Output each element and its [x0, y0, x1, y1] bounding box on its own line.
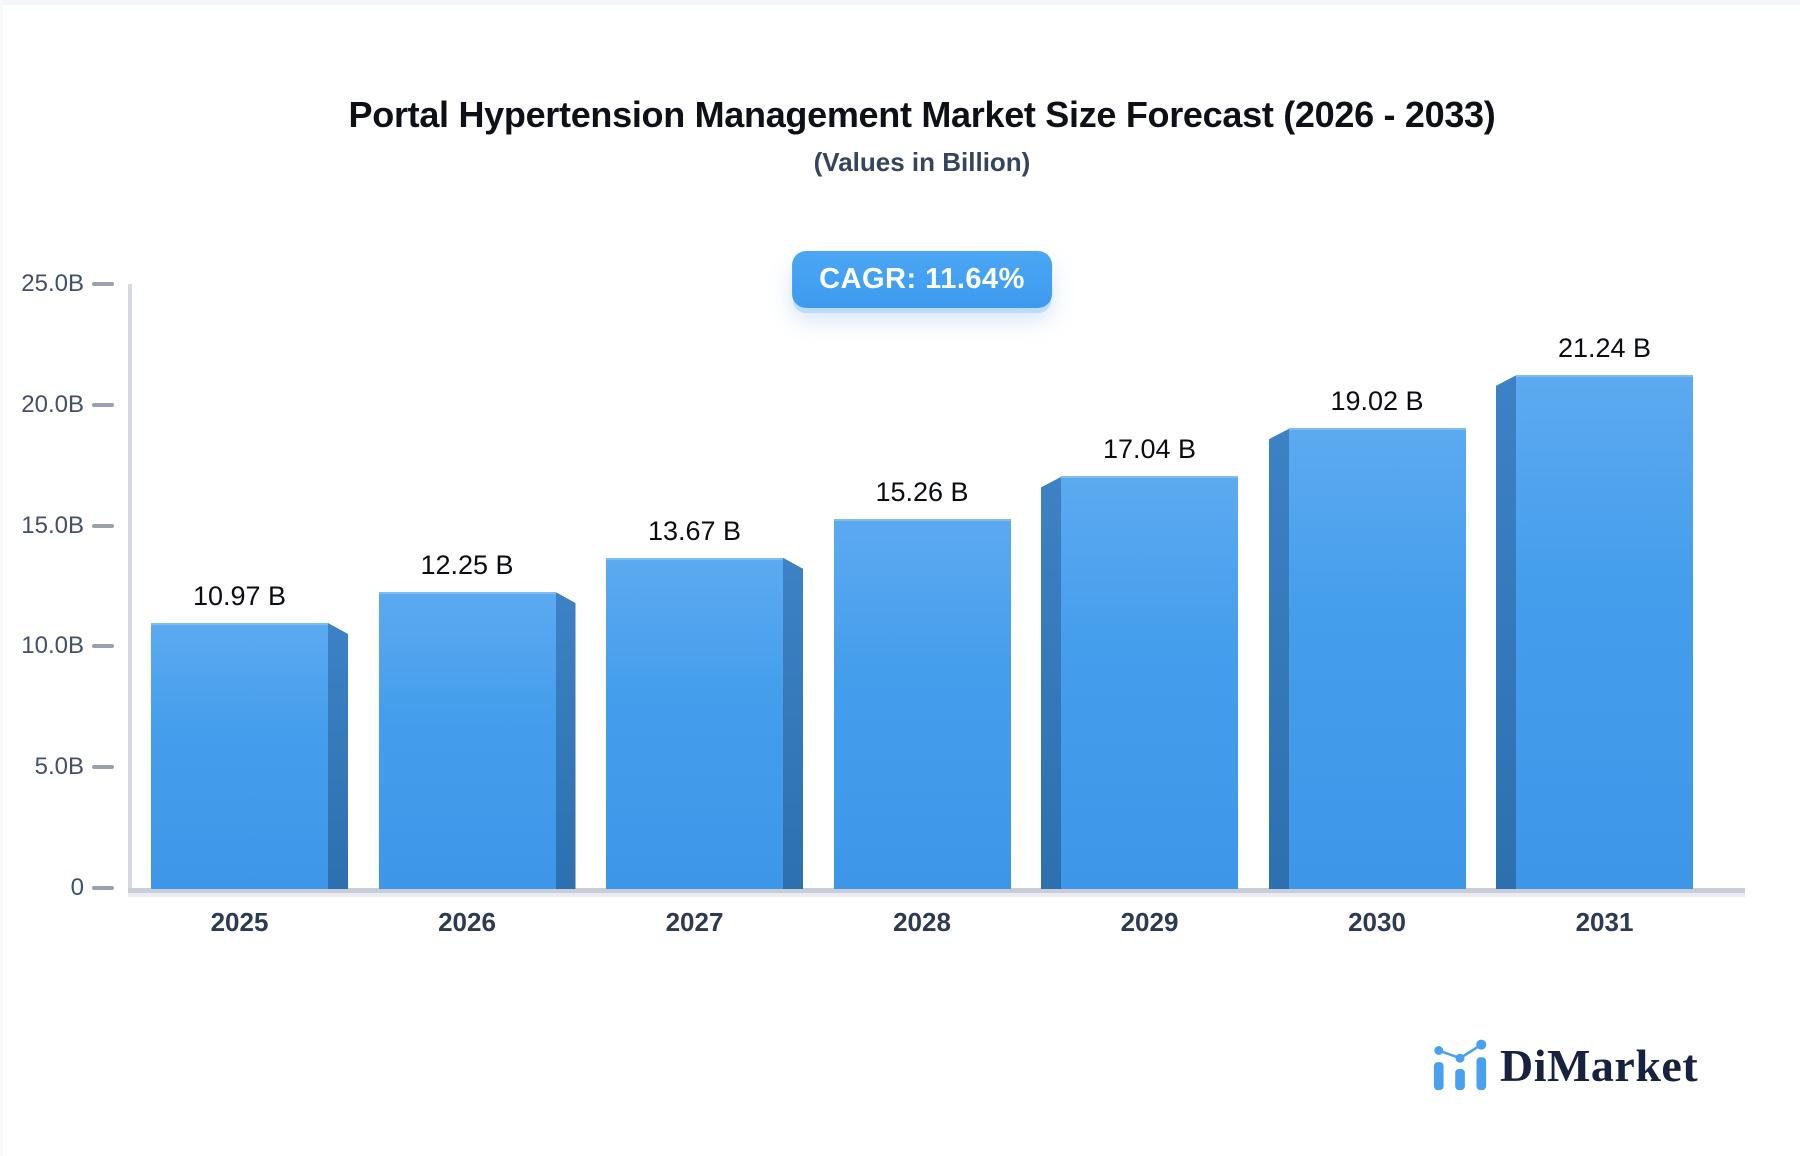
- x-axis-baseline: [128, 888, 1745, 893]
- bar-3d-side: [1268, 428, 1290, 889]
- bar[interactable]: [833, 519, 1011, 889]
- y-axis-tick-label: 15.0B: [21, 511, 84, 539]
- y-axis-tick-label: 10.0B: [21, 632, 84, 660]
- x-axis-label: 2027: [665, 907, 724, 937]
- x-axis-label: 2028: [893, 907, 951, 937]
- bar-3d-side: [783, 557, 803, 889]
- bar-value-label: 19.02 B: [1330, 386, 1424, 417]
- y-axis-tick-dash: [92, 402, 114, 407]
- bar-3d-side: [1041, 476, 1062, 889]
- chart-subtitle: (Values in Billion): [813, 147, 1031, 177]
- bar-3d-side: [555, 592, 576, 889]
- x-axis-label: 2026: [438, 907, 496, 937]
- y-axis-tick-dash: [92, 644, 114, 649]
- x-axis-label: 2029: [1120, 907, 1179, 937]
- x-axis-label: 2025: [210, 907, 269, 937]
- bar[interactable]: [1516, 374, 1693, 889]
- y-axis-tick-label: 5.0B: [34, 753, 84, 781]
- y-axis-tick-dash: [92, 282, 114, 286]
- y-axis-tick-dash: [92, 886, 114, 890]
- brand-logo-text: DiMarket: [1500, 1039, 1699, 1091]
- page-edge-left: [0, 0, 3, 1156]
- bar[interactable]: [378, 592, 556, 889]
- brand-logo: DiMarket: [1432, 1036, 1698, 1094]
- bar-value-label: 17.04 B: [1102, 434, 1197, 465]
- bar-3d-side: [328, 622, 348, 889]
- bar[interactable]: [1288, 428, 1466, 889]
- y-axis-tick-dash: [92, 523, 114, 528]
- bar-3d-side: [1496, 374, 1517, 889]
- bar-value-label: 13.67 B: [647, 515, 742, 546]
- bar-value-label: 12.25 B: [420, 550, 514, 581]
- y-axis-tick-label: 20.0B: [21, 390, 84, 418]
- x-axis-label: 2031: [1575, 907, 1634, 937]
- y-axis-tick-label: 0: [70, 874, 84, 901]
- bar-value-label: 10.97 B: [192, 580, 287, 611]
- mini-bar-chart-icon: [1433, 1039, 1487, 1091]
- bar[interactable]: [151, 622, 328, 889]
- y-axis-tick-dash: [92, 765, 114, 770]
- bar[interactable]: [1061, 476, 1238, 889]
- bar-value-label: 15.26 B: [875, 477, 969, 508]
- page-edge-top: [0, 0, 1800, 5]
- x-axis-label: 2030: [1348, 907, 1406, 937]
- chart-title: Portal Hypertension Management Market Si…: [348, 94, 1496, 135]
- y-axis-line: [128, 284, 132, 888]
- y-axis-tick-label: 25.0B: [21, 270, 84, 297]
- cagr-badge: CAGR: 11.64%: [792, 251, 1052, 308]
- bar[interactable]: [606, 557, 783, 889]
- bar-value-label: 21.24 B: [1557, 332, 1652, 363]
